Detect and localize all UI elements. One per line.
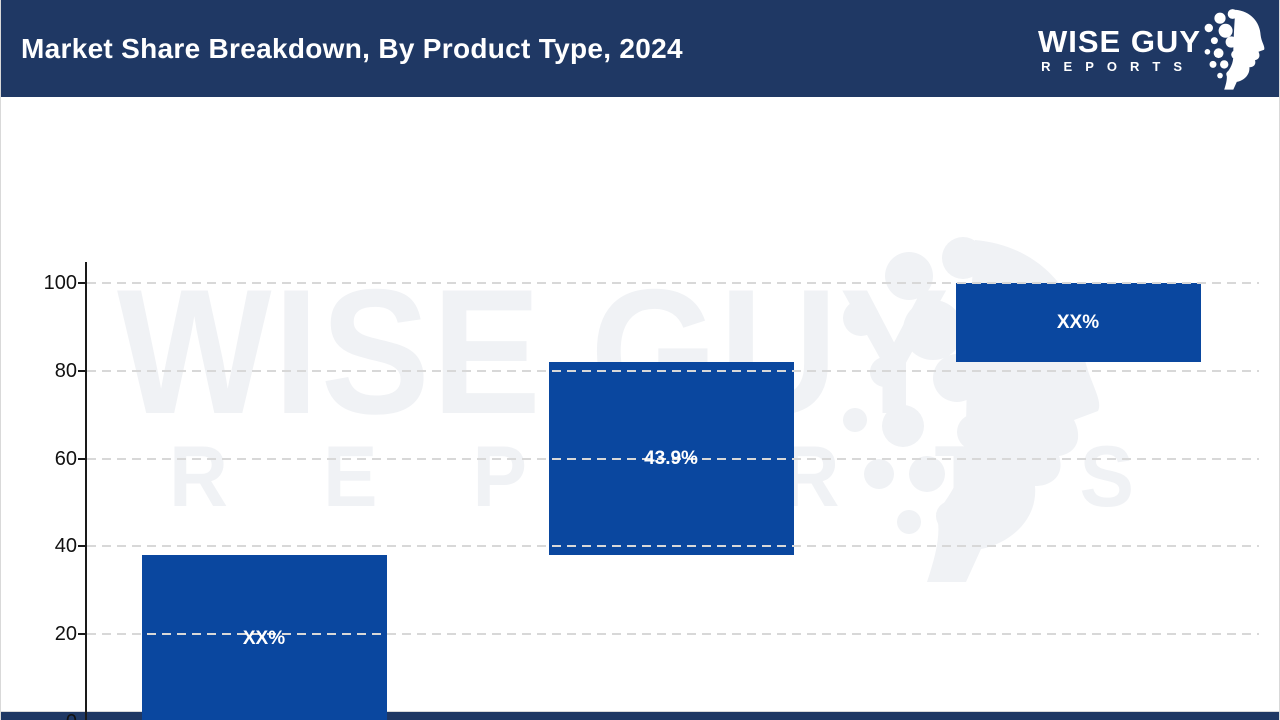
y-tick-mark-20 (78, 633, 85, 636)
y-tick-label-100: 100 (43, 272, 77, 294)
gridline-80 (87, 369, 1259, 372)
gridline-100 (87, 282, 1259, 284)
gridline-20 (87, 633, 1259, 636)
page-title: Market Share Breakdown, By Product Type,… (21, 33, 683, 64)
bar-value-label-2: 43.9% (644, 447, 698, 469)
footer-divider (1, 711, 1279, 712)
footer-bar (1, 712, 1279, 720)
y-tick-label-0: 0 (25, 711, 77, 720)
gridline-40 (87, 545, 1259, 548)
bar-value-label-1: XX% (242, 627, 286, 649)
logo-wise-guy-text: WISE GUY (1037, 24, 1201, 59)
y-tick-mark-80 (78, 369, 85, 372)
y-axis-line (85, 262, 87, 720)
chart-plot-area: 020406080100 XX%43.9%XX% Sugar-Free Chew… (1, 97, 1279, 720)
logo-head-icon (1204, 9, 1265, 90)
wise-guy-reports-logo: WISE GUY REPORTS (1009, 0, 1269, 97)
gridline-60 (87, 457, 1259, 460)
y-tick-label-60: 60 (54, 447, 77, 470)
y-tick-label-80: 80 (54, 359, 77, 382)
bar-value-label-3: XX% (1056, 311, 1100, 333)
y-tick-mark-60 (78, 457, 85, 460)
y-tick-label-40: 40 (54, 535, 77, 558)
bar-segment-1 (141, 555, 387, 720)
header-bar: Market Share Breakdown, By Product Type,… (1, 0, 1279, 97)
y-tick-label-20: 20 (54, 623, 77, 646)
y-tick-mark-100 (78, 282, 85, 284)
y-tick-mark-40 (78, 545, 85, 548)
logo-reports-text: REPORTS (1041, 59, 1195, 74)
